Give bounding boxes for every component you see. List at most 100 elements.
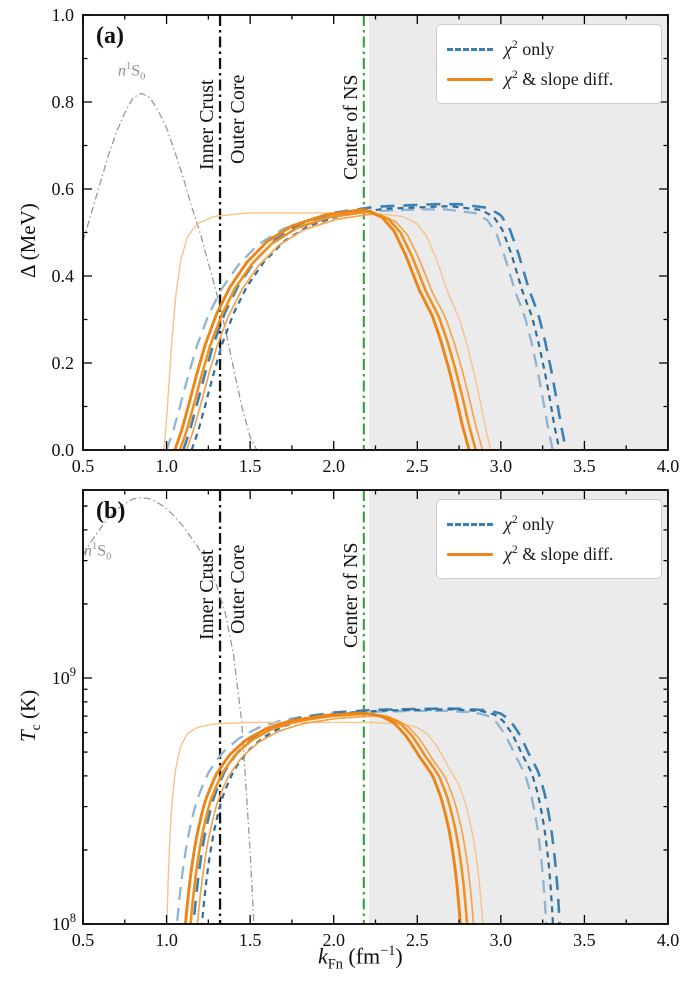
chi2-slope-text: & slope diff.: [517, 544, 614, 564]
y-tick-label: 108: [52, 911, 76, 934]
major-ticks-a: [82, 14, 669, 451]
legend-sample-dashed-blue: [447, 47, 493, 51]
legend-sample-solid-orange: [447, 552, 493, 556]
chi-exponent: 2: [511, 543, 518, 556]
x-tick-label: 3.5: [573, 930, 596, 950]
legend-row-chi2-slope: χ2 & slope diff.: [447, 64, 655, 94]
n1s0-sub: 0: [140, 71, 146, 83]
chi-symbol: χ: [504, 39, 512, 59]
legend-sample-solid-orange: [447, 77, 493, 81]
chi-exponent: 2: [511, 68, 518, 81]
tick-labels-a: 0.5 1.0 1.5 2.0 2.5 3.0 3.5 4.0 0.0 0.2 0.4 0.6 0.8 1…: [52, 5, 680, 476]
inner-crust-label-b: Inner Crust: [196, 549, 218, 640]
panel-b-letter: (b): [96, 498, 126, 524]
x-tick-label: 0.5: [72, 456, 95, 476]
n1s0-curve-a: [83, 92, 258, 450]
curve-chi2-slope-a-a: [173, 208, 471, 450]
chi2-only-text: only: [517, 514, 555, 534]
curve-chi2-slope-light-b: [166, 721, 484, 924]
legend-panel-a: χ2 only χ2 & slope diff.: [436, 24, 662, 104]
outer-core-label-a: Outer Core: [227, 74, 249, 164]
legend-label-chi2-only: χ2 only: [504, 38, 554, 60]
n1s0-s: S: [97, 542, 107, 560]
y-axis-label-panel-a: Δ (MeV): [16, 203, 40, 278]
y-tick-label: 0.4: [52, 266, 75, 286]
y-tick-label: 0.2: [52, 353, 75, 373]
n1s0-label-b: n1S0: [84, 541, 112, 563]
n1s0-curve-b: [83, 496, 255, 924]
n1s0-sub: 0: [106, 551, 112, 563]
curve-chi2-slope-a-b: [184, 711, 462, 924]
ticks-b: [82, 490, 669, 925]
panel-a-letter: (a): [96, 23, 124, 49]
tc-symbol: T: [16, 730, 40, 742]
minor-ticks-a: [83, 15, 668, 450]
legend-label-chi2-slope: χ2 & slope diff.: [504, 68, 613, 90]
kfn-unit-exponent: −1: [380, 943, 396, 959]
chi2-only-text: only: [517, 39, 555, 59]
n1s0-n: n: [118, 62, 126, 80]
x-tick-label: 4.0: [657, 930, 680, 950]
chi-symbol: χ: [504, 544, 512, 564]
ticks-a: [82, 14, 669, 451]
y-tick-label: 0.0: [52, 440, 75, 460]
x-tick-label: 4.0: [657, 456, 680, 476]
center-of-ns-label-a: Center of NS: [340, 74, 362, 180]
n1s0-sup: 1: [92, 541, 98, 552]
n1s0-sup: 1: [126, 61, 132, 72]
y-axis-label-a-text: Δ (MeV): [16, 203, 40, 278]
tick-labels-b: 0.5 1.0 1.5 2.0 2.5 3.0 3.5 4.0 108 109: [52, 665, 680, 950]
major-ticks-b: [82, 490, 669, 925]
legend-row-chi2-slope: χ2 & slope diff.: [447, 539, 655, 569]
y-axis-label-panel-b: Tc (K): [16, 689, 44, 742]
curve-chi2-slope-b-a: [178, 210, 478, 450]
x-tick-label: 3.0: [490, 930, 513, 950]
tc-unit: (K): [16, 689, 40, 725]
x-tick-label: 2.0: [322, 456, 345, 476]
x-tick-label: 2.5: [406, 456, 429, 476]
legend-label-chi2-slope: χ2 & slope diff.: [504, 543, 613, 565]
curve-chi2-slope-c-b: [196, 715, 475, 924]
chi-symbol: χ: [504, 69, 512, 89]
legend-row-chi2-only: χ2 only: [447, 34, 655, 64]
x-tick-label: 1.0: [155, 456, 178, 476]
n1s0-s: S: [131, 62, 141, 80]
x-tick-label: 3.0: [490, 456, 513, 476]
legend-sample-dashed-blue: [447, 522, 493, 526]
kfn-symbol: k: [318, 943, 328, 969]
legend-row-chi2-only: χ2 only: [447, 509, 655, 539]
minor-ticks-b: [83, 490, 668, 924]
x-tick-label: 2.5: [406, 930, 429, 950]
kfn-subscript: Fn: [327, 956, 343, 973]
curve-chi2-slope-c-a: [185, 213, 484, 450]
x-tick-label: 1.5: [239, 930, 262, 950]
x-tick-label: 1.0: [155, 930, 178, 950]
curve-chi2-only-c-b: [200, 708, 555, 924]
x-tick-label: 3.5: [573, 456, 596, 476]
y-tick-label: 0.6: [52, 179, 75, 199]
chi2-slope-text: & slope diff.: [517, 69, 614, 89]
legend-label-chi2-only: χ2 only: [504, 513, 554, 535]
chi-exponent: 2: [511, 38, 518, 51]
curves-b: [83, 496, 561, 924]
n1s0-n: n: [84, 542, 92, 560]
x-axis-label: kFn (fm−1): [318, 944, 403, 972]
x-tick-label: 0.5: [72, 930, 95, 950]
y-tick-label: 1.0: [52, 5, 75, 25]
chi-symbol: χ: [504, 514, 512, 534]
curve-chi2-slope-light-a: [163, 212, 492, 450]
x-tick-label: 1.5: [239, 456, 262, 476]
inner-crust-label-a: Inner Crust: [196, 79, 218, 170]
tc-subscript: c: [28, 724, 44, 731]
outer-core-label-b: Outer Core: [227, 544, 249, 634]
y-tick-label: 0.8: [52, 92, 75, 112]
curve-chi2-only-c-a: [190, 205, 561, 450]
chi-exponent: 2: [511, 513, 518, 526]
y-tick-label: 109: [52, 665, 76, 688]
center-of-ns-label-b: Center of NS: [340, 542, 362, 648]
x-tick-label: 2.0: [322, 930, 345, 950]
legend-panel-b: χ2 only χ2 & slope diff.: [436, 499, 662, 579]
curves-a: [83, 92, 568, 450]
kfn-unit-pre: (fm: [342, 943, 381, 969]
